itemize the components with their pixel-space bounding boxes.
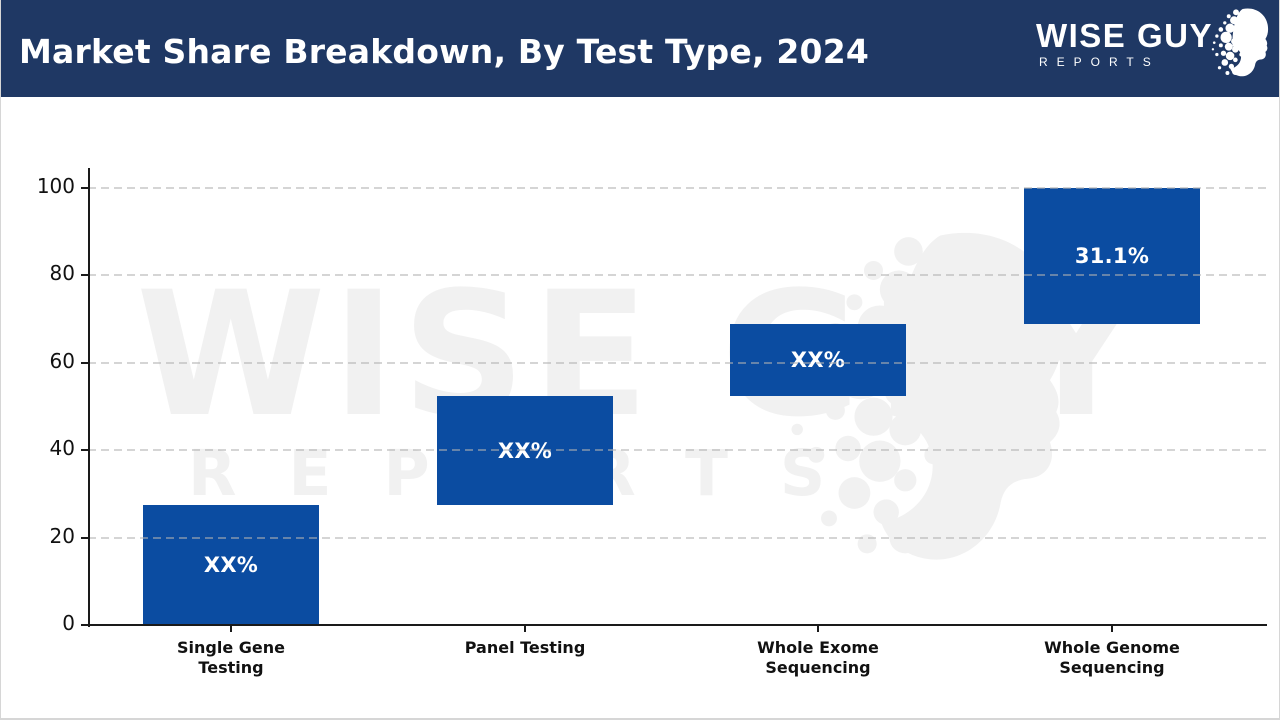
- category-label-line: Whole Exome: [757, 638, 879, 657]
- category-label-line: Panel Testing: [464, 638, 586, 657]
- bar-whole-genome-sequencing: 31.1%: [1024, 187, 1200, 324]
- y-tick-mark-20: [81, 536, 88, 539]
- y-axis-line: [88, 168, 90, 627]
- brand-logo: WISE GUY REPORTS: [1036, 6, 1271, 82]
- category-label-line: Whole Genome: [1044, 638, 1180, 657]
- category-label-line: Single Gene: [177, 638, 285, 657]
- category-label-whole-genome-sequencing: Whole Genome Sequencing: [972, 638, 1252, 678]
- y-tick-label-40: 40: [49, 436, 75, 460]
- gridline-60: [88, 361, 1267, 364]
- bar-value-label: XX%: [203, 553, 259, 578]
- y-tick-mark-40: [81, 449, 88, 451]
- x-tick-mark-panel-testing: [524, 625, 526, 632]
- brand-wordmark: WISE GUY: [1035, 17, 1213, 55]
- gridline-40: [88, 449, 1267, 451]
- gridline-80: [88, 274, 1267, 276]
- y-tick-label-0: 0: [62, 611, 75, 635]
- y-tick-mark-60: [81, 361, 88, 364]
- y-tick-label-60: 60: [49, 348, 75, 373]
- y-tick-mark-100: [81, 186, 88, 189]
- header-bar: Market Share Breakdown, By Test Type, 20…: [1, 0, 1279, 97]
- category-label-line: Testing: [198, 658, 264, 677]
- category-label-line: Sequencing: [765, 658, 871, 677]
- y-tick-label-80: 80: [49, 261, 75, 285]
- category-label-line: Sequencing: [1059, 658, 1165, 677]
- category-label-panel-testing: Panel Testing: [385, 638, 665, 658]
- x-tick-mark-single-gene-testing: [230, 625, 232, 632]
- bar-value-label: 31.1%: [1074, 243, 1150, 268]
- y-tick-label-20: 20: [49, 523, 75, 548]
- category-label-single-gene-testing: Single Gene Testing: [91, 638, 371, 678]
- y-tick-label-100: 100: [36, 173, 75, 198]
- chart-title: Market Share Breakdown, By Test Type, 20…: [19, 32, 870, 71]
- bar-whole-exome-sequencing: XX%: [730, 323, 906, 397]
- x-tick-mark-whole-genome-sequencing: [1111, 625, 1113, 632]
- bar-value-label: XX%: [790, 347, 846, 372]
- gridline-20: [88, 536, 1267, 539]
- x-tick-mark-whole-exome-sequencing: [817, 625, 819, 632]
- x-axis-line: [88, 624, 1267, 626]
- y-tick-mark-0: [81, 624, 88, 626]
- brand-subtext: REPORTS: [1038, 54, 1160, 69]
- y-tick-mark-80: [81, 274, 88, 276]
- gridline-100: [88, 186, 1267, 189]
- bar-single-gene-testing: XX%: [143, 505, 319, 625]
- brand-logo-text: WISE GUY REPORTS: [1036, 19, 1213, 69]
- chart-area: WISE GUY REPORTS: [1, 97, 1279, 718]
- category-label-whole-exome-sequencing: Whole Exome Sequencing: [678, 638, 958, 678]
